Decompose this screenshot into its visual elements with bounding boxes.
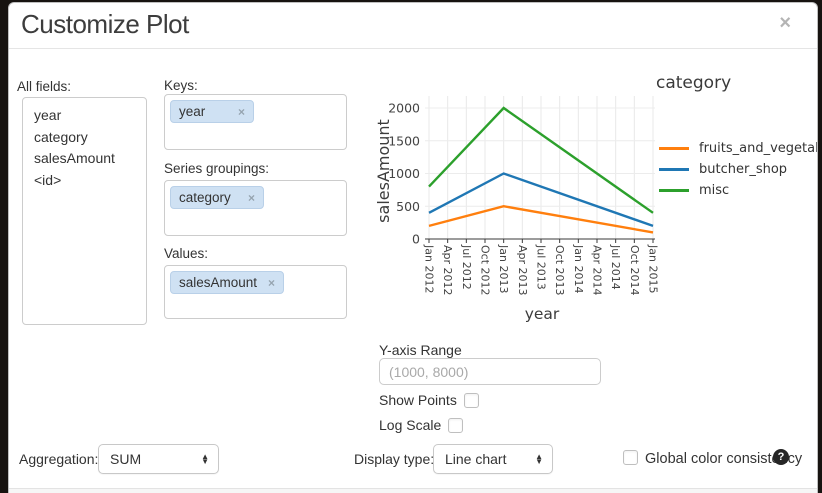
dialog-header: Customize Plot × [9,3,817,49]
svg-text:Oct 2012: Oct 2012 [479,245,492,296]
series-tag[interactable]: category × [170,186,264,209]
log-scale-label: Log Scale [379,417,442,433]
all-fields-label: All fields: [17,79,72,94]
select-arrows-icon: ▲ ▼ [201,452,209,466]
values-label: Values: [164,246,209,261]
legend-line-swatch [659,147,689,150]
list-item[interactable]: salesAmount [34,150,115,166]
values-dropzone[interactable]: salesAmount × [164,265,347,319]
close-icon[interactable]: × [779,12,791,34]
customize-plot-dialog: Customize Plot × All fields: year catego… [8,2,818,493]
y-axis-range-input[interactable] [379,358,601,385]
legend-item: misc [659,180,817,201]
legend-line-swatch [659,168,689,171]
svg-text:0: 0 [412,232,420,247]
log-scale-row: Log Scale [379,417,464,433]
svg-text:Jul 2013: Jul 2013 [535,244,548,290]
show-points-row: Show Points [379,392,479,408]
select-arrows-icon: ▲ ▼ [535,452,543,466]
y-axis-range-label: Y-axis Range [379,342,462,358]
remove-tag-icon[interactable]: × [237,104,245,119]
dialog-title: Customize Plot [21,9,189,39]
legend-label: misc [699,183,730,198]
svg-text:Jul 2012: Jul 2012 [460,244,473,290]
list-item[interactable]: year [34,107,62,123]
list-item[interactable]: category [34,128,88,145]
remove-tag-icon[interactable]: × [267,275,275,290]
series-groupings-dropzone[interactable]: category × [164,180,347,236]
svg-text:1000: 1000 [388,166,420,181]
display-type-selected-value: Line chart [445,451,507,467]
svg-text:Jan 2014: Jan 2014 [572,244,585,293]
svg-text:salesAmount: salesAmount [374,119,393,223]
display-type-select[interactable]: Line chart ▲ ▼ [433,444,553,474]
line-chart: Jan 2012 Apr 2012 Jul 2012 Oct 2012 Jan 2013… [374,96,660,323]
svg-text:Oct 2013: Oct 2013 [553,245,566,296]
global-color-consistency-label: Global color consistency [645,451,803,467]
svg-text:Jan 2013: Jan 2013 [497,244,510,293]
key-tag-label: year [179,104,206,119]
show-points-label: Show Points [379,392,457,408]
value-tag[interactable]: salesAmount × [170,271,284,294]
svg-text:2000: 2000 [388,101,420,116]
help-icon[interactable]: ? [773,449,789,465]
aggregation-label: Aggregation: [19,451,99,467]
all-fields-list[interactable]: year category salesAmount <id> [22,97,147,325]
aggregation-selected-value: SUM [110,451,142,467]
aggregation-select[interactable]: SUM ▲ ▼ [98,444,219,474]
svg-text:500: 500 [396,199,420,214]
series-groupings-label: Series groupings: [164,161,270,176]
svg-text:Apr 2012: Apr 2012 [441,245,454,296]
keys-label: Keys: [164,78,198,93]
svg-text:Jul 2014: Jul 2014 [609,244,622,290]
legend-item: butcher_shop [659,159,817,180]
series-tag-label: category [179,190,231,205]
svg-text:year: year [525,305,560,323]
show-points-checkbox[interactable] [463,392,479,408]
legend-label: butcher_shop [699,162,788,177]
global-color-consistency-checkbox[interactable] [623,450,638,465]
svg-text:Apr 2014: Apr 2014 [591,245,604,296]
list-item[interactable]: <id> [34,171,62,188]
key-tag[interactable]: year × [170,100,254,123]
keys-dropzone[interactable]: year × [164,94,347,150]
legend-label: fruits_and_vegetables [699,141,817,156]
legend-title: category [656,73,732,93]
display-type-label: Display type: [354,451,435,467]
legend-line-swatch [659,189,689,192]
legend-item: fruits_and_vegetables [659,138,817,159]
value-tag-label: salesAmount [179,275,258,290]
svg-text:Jan 2015: Jan 2015 [647,244,660,293]
svg-text:Apr 2013: Apr 2013 [516,245,529,296]
log-scale-checkbox[interactable] [448,417,464,433]
remove-tag-icon[interactable]: × [247,190,255,205]
svg-text:Jan 2012: Jan 2012 [423,244,436,293]
svg-text:1500: 1500 [388,133,420,148]
dialog-footer [9,488,817,493]
svg-text:Oct 2014: Oct 2014 [628,245,641,296]
